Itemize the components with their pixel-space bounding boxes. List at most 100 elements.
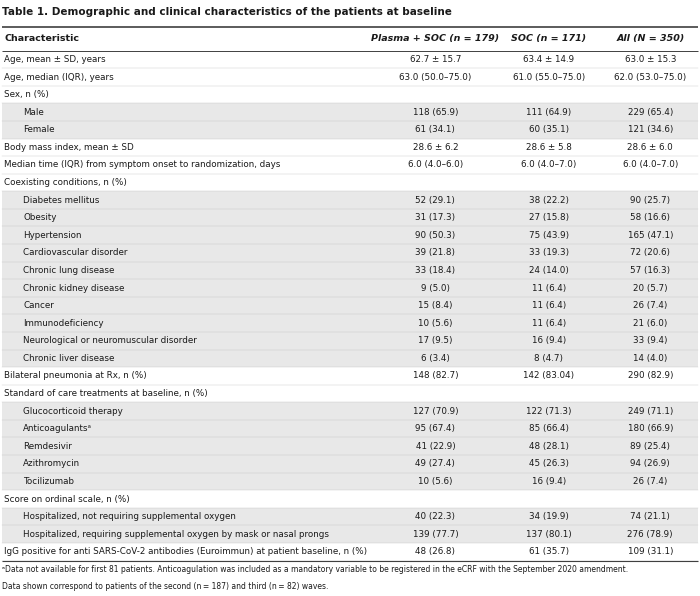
Text: 11 (6.4): 11 (6.4): [532, 301, 566, 310]
Text: 28.6 ± 5.8: 28.6 ± 5.8: [526, 143, 572, 152]
Text: 28.6 ± 6.2: 28.6 ± 6.2: [412, 143, 458, 152]
Text: 121 (34.6): 121 (34.6): [628, 125, 673, 134]
Text: 41 (22.9): 41 (22.9): [416, 442, 455, 451]
Text: 48 (28.1): 48 (28.1): [528, 442, 569, 451]
Text: 118 (65.9): 118 (65.9): [412, 108, 458, 117]
Bar: [2, 473, 698, 490]
Text: 16 (9.4): 16 (9.4): [532, 477, 566, 486]
Text: 6.0 (4.0–6.0): 6.0 (4.0–6.0): [408, 160, 463, 169]
Text: Hospitalized, requiring supplemental oxygen by mask or nasal prongs: Hospitalized, requiring supplemental oxy…: [23, 530, 329, 539]
Text: 52 (29.1): 52 (29.1): [416, 195, 455, 204]
Text: Sex, n (%): Sex, n (%): [4, 90, 49, 99]
Text: Chronic liver disease: Chronic liver disease: [23, 354, 115, 363]
Text: 26 (7.4): 26 (7.4): [633, 301, 668, 310]
Text: 127 (70.9): 127 (70.9): [412, 406, 458, 415]
Text: 31 (17.3): 31 (17.3): [415, 213, 456, 222]
Text: 33 (18.4): 33 (18.4): [415, 266, 456, 275]
Text: 14 (4.0): 14 (4.0): [633, 354, 668, 363]
Bar: [2, 332, 698, 349]
Text: Age, mean ± SD, years: Age, mean ± SD, years: [4, 55, 106, 64]
Bar: [2, 297, 698, 315]
Text: Anticoagulantsᵃ: Anticoagulantsᵃ: [23, 424, 92, 433]
Text: 15 (8.4): 15 (8.4): [418, 301, 453, 310]
Text: 28.6 ± 6.0: 28.6 ± 6.0: [627, 143, 673, 152]
Text: 10 (5.6): 10 (5.6): [418, 319, 453, 328]
Text: Median time (IQR) from symptom onset to randomization, days: Median time (IQR) from symptom onset to …: [4, 160, 281, 169]
Text: 16 (9.4): 16 (9.4): [532, 336, 566, 345]
Text: 109 (31.1): 109 (31.1): [628, 547, 673, 556]
Text: 75 (43.9): 75 (43.9): [528, 231, 569, 240]
Bar: [2, 104, 698, 121]
Text: 74 (21.1): 74 (21.1): [631, 512, 670, 521]
Text: 90 (25.7): 90 (25.7): [630, 195, 671, 204]
Text: Female: Female: [23, 125, 55, 134]
Text: Standard of care treatments at baseline, n (%): Standard of care treatments at baseline,…: [4, 389, 208, 398]
Text: 111 (64.9): 111 (64.9): [526, 108, 571, 117]
Text: 26 (7.4): 26 (7.4): [633, 477, 668, 486]
Bar: [2, 526, 698, 543]
Text: 62.7 ± 15.7: 62.7 ± 15.7: [410, 55, 461, 64]
Text: 61 (34.1): 61 (34.1): [416, 125, 455, 134]
Text: Data shown correspond to patients of the second (n = 187) and third (n = 82) wav: Data shown correspond to patients of the…: [2, 582, 328, 591]
Text: 57 (16.3): 57 (16.3): [630, 266, 671, 275]
Text: 58 (16.6): 58 (16.6): [630, 213, 671, 222]
Text: 38 (22.2): 38 (22.2): [528, 195, 569, 204]
Text: 139 (77.7): 139 (77.7): [412, 530, 458, 539]
Text: Chronic lung disease: Chronic lung disease: [23, 266, 115, 275]
Text: Cancer: Cancer: [23, 301, 54, 310]
Text: 72 (20.6): 72 (20.6): [630, 249, 671, 257]
Text: 8 (4.7): 8 (4.7): [534, 354, 564, 363]
Text: Table 1. Demographic and clinical characteristics of the patients at baseline: Table 1. Demographic and clinical charac…: [2, 7, 452, 17]
Text: Chronic kidney disease: Chronic kidney disease: [23, 284, 125, 293]
Text: 27 (15.8): 27 (15.8): [528, 213, 569, 222]
Text: 24 (14.0): 24 (14.0): [529, 266, 568, 275]
Text: 249 (71.1): 249 (71.1): [628, 406, 673, 415]
Text: Age, median (IQR), years: Age, median (IQR), years: [4, 73, 114, 82]
Text: 89 (25.4): 89 (25.4): [630, 442, 671, 451]
Text: 9 (5.0): 9 (5.0): [421, 284, 450, 293]
Text: Azithromycin: Azithromycin: [23, 460, 80, 468]
Text: 94 (26.9): 94 (26.9): [631, 460, 670, 468]
Text: 33 (19.3): 33 (19.3): [528, 249, 569, 257]
Text: 95 (67.4): 95 (67.4): [415, 424, 456, 433]
Text: 137 (80.1): 137 (80.1): [526, 530, 572, 539]
Bar: [2, 315, 698, 332]
Text: 33 (9.4): 33 (9.4): [633, 336, 668, 345]
Text: 229 (65.4): 229 (65.4): [628, 108, 673, 117]
Text: Immunodeficiency: Immunodeficiency: [23, 319, 104, 328]
Text: Plasma + SOC (n = 179): Plasma + SOC (n = 179): [371, 34, 500, 44]
Text: 148 (82.7): 148 (82.7): [412, 371, 458, 380]
Text: Score on ordinal scale, n (%): Score on ordinal scale, n (%): [4, 495, 130, 504]
Text: 49 (27.4): 49 (27.4): [416, 460, 455, 468]
Text: Cardiovascular disorder: Cardiovascular disorder: [23, 249, 127, 257]
Text: All (N = 350): All (N = 350): [616, 34, 685, 44]
Bar: [2, 279, 698, 297]
Text: 276 (78.9): 276 (78.9): [627, 530, 673, 539]
Bar: [2, 191, 698, 209]
Text: Hospitalized, not requiring supplemental oxygen: Hospitalized, not requiring supplemental…: [23, 512, 236, 521]
Bar: [2, 402, 698, 420]
Text: SOC (n = 171): SOC (n = 171): [511, 34, 587, 44]
Text: 165 (47.1): 165 (47.1): [628, 231, 673, 240]
Text: 90 (50.3): 90 (50.3): [415, 231, 456, 240]
Text: 60 (35.1): 60 (35.1): [528, 125, 569, 134]
Text: Bilateral pneumonia at Rx, n (%): Bilateral pneumonia at Rx, n (%): [4, 371, 147, 380]
Text: 63.0 ± 15.3: 63.0 ± 15.3: [624, 55, 676, 64]
Text: 40 (22.3): 40 (22.3): [415, 512, 456, 521]
Bar: [2, 121, 698, 139]
Text: Tocilizumab: Tocilizumab: [23, 477, 74, 486]
Text: 17 (9.5): 17 (9.5): [418, 336, 453, 345]
Bar: [2, 437, 698, 455]
Text: 20 (5.7): 20 (5.7): [633, 284, 668, 293]
Text: Neurological or neuromuscular disorder: Neurological or neuromuscular disorder: [23, 336, 197, 345]
Bar: [2, 455, 698, 473]
Text: 142 (83.04): 142 (83.04): [523, 371, 575, 380]
Text: Male: Male: [23, 108, 44, 117]
Text: Coexisting conditions, n (%): Coexisting conditions, n (%): [4, 178, 127, 187]
Text: 61 (35.7): 61 (35.7): [528, 547, 569, 556]
Text: Diabetes mellitus: Diabetes mellitus: [23, 195, 99, 204]
Text: 45 (26.3): 45 (26.3): [528, 460, 569, 468]
Text: Characteristic: Characteristic: [4, 34, 79, 44]
Bar: [2, 209, 698, 226]
Text: Glucocorticoid therapy: Glucocorticoid therapy: [23, 406, 123, 415]
